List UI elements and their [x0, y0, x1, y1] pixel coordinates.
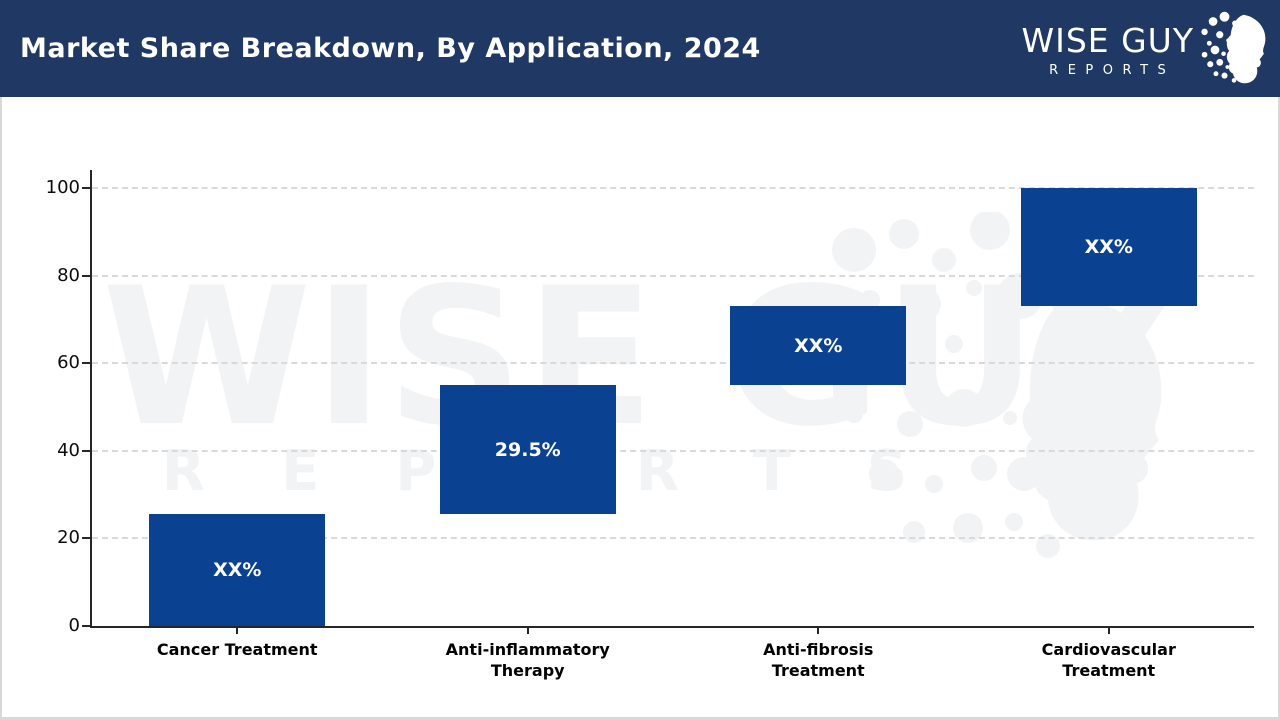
category-label-4: Cardiovascular Treatment [1041, 640, 1176, 680]
x-axis [90, 626, 1254, 628]
y-tick-mark-0 [82, 625, 90, 627]
bar-2: 29.5% [439, 385, 616, 515]
bar-value-label-2: 29.5% [494, 438, 561, 461]
y-tick-mark-80 [82, 274, 90, 277]
y-tick-label-40: 40 [57, 439, 80, 461]
x-tick-mark-2 [526, 628, 529, 634]
logo-text-block: WISE GUY REPORTS [1021, 21, 1194, 78]
y-tick-mark-100 [82, 187, 90, 189]
plot-area: 0 20 40 60 80 100 XX% Cancer Treatment 29.5% Anti… [2, 97, 1278, 717]
category-label-1: Cancer Treatment [156, 640, 318, 659]
bar-value-label-3: XX% [794, 334, 843, 357]
x-tick-mark-1 [236, 628, 239, 634]
bar-value-label-4: XX% [1084, 236, 1133, 259]
gridline-40 [92, 449, 1254, 452]
gridline-80 [92, 274, 1254, 277]
y-tick-label-60: 60 [57, 352, 80, 374]
y-tick-label-80: 80 [57, 264, 80, 286]
y-tick-mark-60 [82, 362, 90, 365]
category-label-3: Anti-fibrosis Treatment [763, 640, 874, 680]
y-axis [90, 170, 92, 628]
gridline-100 [92, 187, 1254, 189]
y-tick-mark-40 [82, 449, 90, 452]
header-bar: Market Share Breakdown, By Application, … [0, 0, 1280, 97]
x-tick-mark-3 [817, 628, 820, 634]
y-tick-label-0: 0 [68, 615, 80, 636]
gridline-60 [92, 362, 1254, 365]
bar-4: XX% [1020, 188, 1197, 307]
wise-guy-face-logo-icon [1201, 11, 1266, 84]
bar-1: XX% [149, 514, 326, 626]
page-title: Market Share Breakdown, By Application, … [20, 33, 761, 64]
category-label-2: Anti-inflammatory Therapy [445, 640, 610, 680]
wise-guy-logo: WISE GUY REPORTS [1021, 6, 1272, 92]
gridline-20 [92, 537, 1254, 540]
y-tick-label-20: 20 [57, 527, 80, 549]
x-tick-mark-4 [1107, 628, 1110, 634]
bar-3: XX% [730, 306, 907, 386]
logo-wordmark: WISE GUY [1021, 20, 1194, 60]
logo-subtext: REPORTS [1049, 62, 1176, 78]
y-tick-label-100: 100 [45, 177, 80, 198]
bar-value-label-1: XX% [213, 559, 262, 582]
y-tick-mark-20 [82, 537, 90, 540]
